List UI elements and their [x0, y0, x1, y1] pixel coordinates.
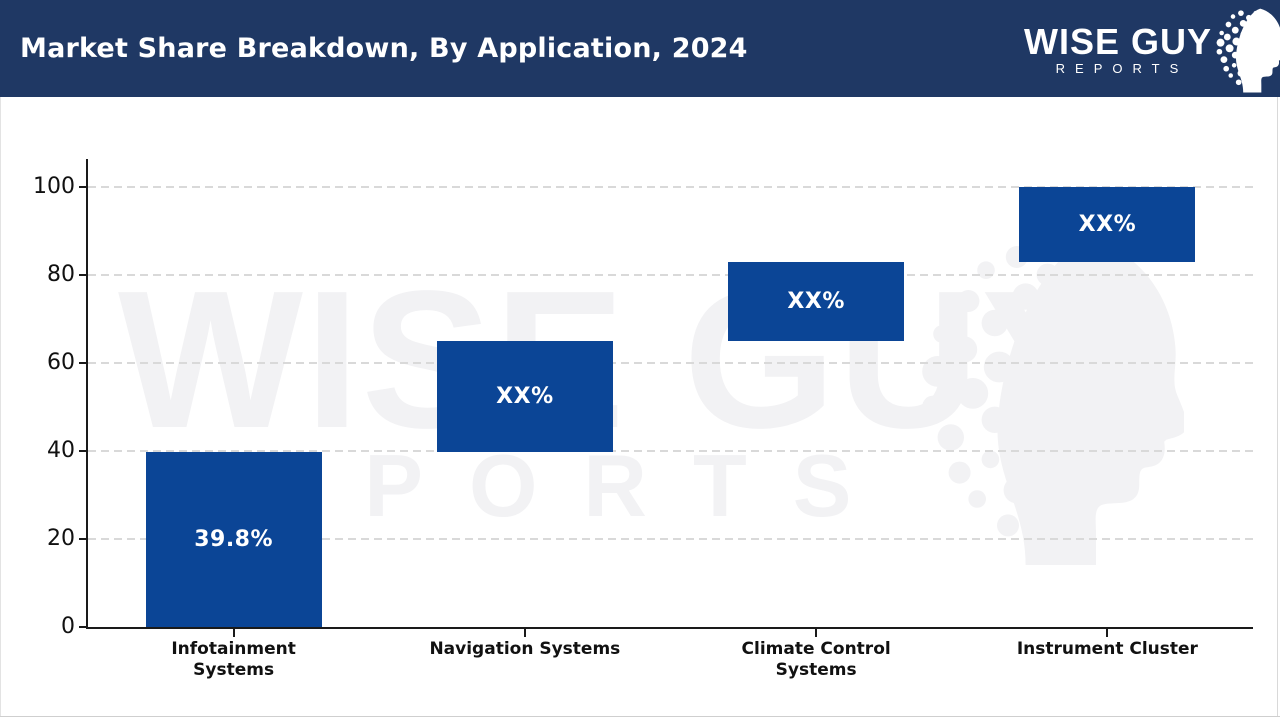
bar-climate-control-systems: XX% — [728, 261, 905, 341]
frame-left-border — [0, 97, 1, 716]
x-tick-mark — [815, 629, 818, 637]
x-category-label-infotainment-systems: Infotainment Systems — [104, 639, 364, 681]
wise-guy-reports-logo: WISE GUY REPORTS — [1024, 4, 1280, 96]
y-tick-label: 60 — [47, 350, 75, 375]
dotted-face-icon — [1216, 8, 1280, 93]
gridline-80 — [88, 274, 1253, 276]
x-category-label-line: Navigation Systems — [429, 639, 621, 659]
bar-value-label: 39.8% — [194, 526, 274, 552]
x-category-label-line: Systems — [775, 660, 857, 680]
x-category-label-instrument-cluster: Instrument Cluster — [977, 639, 1237, 660]
x-category-label-line: Climate Control — [741, 639, 891, 659]
x-category-label-line: Systems — [193, 660, 275, 680]
y-tick-mark — [79, 186, 88, 188]
bar-value-label: XX% — [1078, 211, 1137, 237]
page-title: Market Share Breakdown, By Application, … — [20, 33, 748, 64]
frame-bottom-border — [0, 716, 1280, 717]
y-tick-label: 100 — [33, 174, 75, 199]
header-bar: Market Share Breakdown, By Application, … — [0, 0, 1280, 97]
bar-value-label: XX% — [496, 383, 554, 409]
x-tick-mark — [1106, 629, 1109, 637]
x-category-label-line: Infotainment — [171, 639, 296, 659]
gridline-20 — [88, 538, 1253, 540]
y-axis-line — [86, 159, 88, 629]
logo-subtitle: REPORTS — [1055, 61, 1189, 76]
x-axis-line — [86, 627, 1253, 629]
x-category-label-climate-control-systems: Climate Control Systems — [686, 639, 946, 681]
bar-navigation-systems: XX% — [436, 341, 613, 452]
gridline-60 — [88, 362, 1253, 364]
x-category-label-line: Instrument Cluster — [1016, 639, 1198, 659]
y-tick-mark — [79, 274, 88, 276]
y-tick-label: 40 — [47, 438, 75, 463]
gridline-40 — [88, 450, 1253, 452]
logo-text: WISE GUY REPORTS — [1024, 23, 1212, 77]
x-category-label-navigation-systems: Navigation Systems — [395, 639, 655, 660]
bar-instrument-cluster: XX% — [1019, 187, 1196, 262]
x-tick-mark — [523, 629, 526, 637]
frame-right-border — [1277, 97, 1278, 716]
waterfall-chart: 0 20 40 60 80 100 39.8% Infotainment Systems XX% N… — [0, 97, 1280, 717]
y-tick-mark — [79, 450, 88, 452]
gridline-100 — [88, 186, 1253, 188]
logo-wordmark: WISE GUY — [1023, 21, 1212, 62]
y-tick-mark — [79, 626, 88, 628]
y-tick-label: 80 — [47, 262, 75, 287]
bar-infotainment-systems: 39.8% — [145, 451, 322, 627]
y-tick-mark — [79, 362, 88, 364]
bar-value-label: XX% — [787, 288, 845, 314]
y-tick-mark — [79, 538, 88, 540]
y-tick-label: 20 — [47, 526, 75, 551]
y-tick-label: 0 — [61, 614, 75, 639]
x-tick-mark — [232, 629, 235, 637]
